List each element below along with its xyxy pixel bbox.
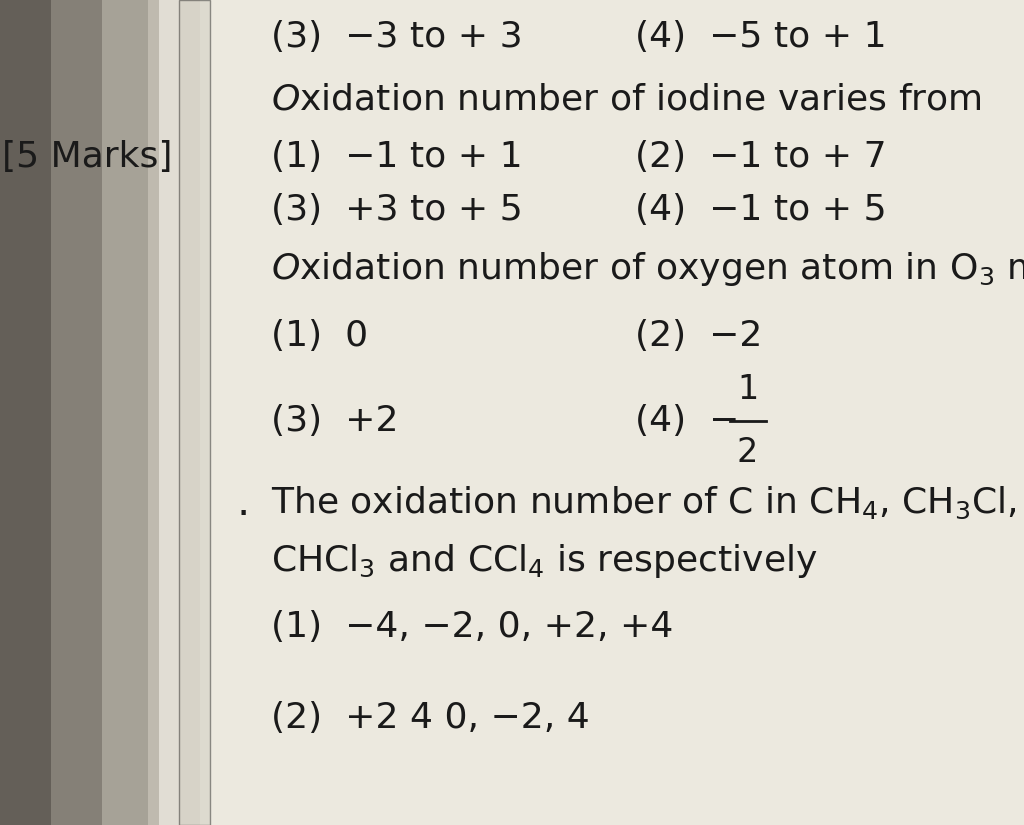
Text: [5 Marks]: [5 Marks] xyxy=(2,139,172,174)
Bar xyxy=(102,0,148,825)
Bar xyxy=(0,0,51,825)
Text: 1: 1 xyxy=(737,373,758,406)
Text: (3)  +2: (3) +2 xyxy=(271,403,399,438)
Text: The oxidation number of C in CH$_4$, CH$_3$Cl, C: The oxidation number of C in CH$_4$, CH$… xyxy=(271,485,1024,521)
Text: $\mathit{O}$xidation number of iodine varies from: $\mathit{O}$xidation number of iodine va… xyxy=(271,82,982,116)
Text: (3)  −3 to + 3: (3) −3 to + 3 xyxy=(271,20,523,54)
Text: .: . xyxy=(237,483,249,524)
Text: (4)  −: (4) − xyxy=(635,403,739,438)
FancyBboxPatch shape xyxy=(179,0,210,825)
Text: (3)  +3 to + 5: (3) +3 to + 5 xyxy=(271,193,523,228)
Text: CHCl$_3$ and CCl$_4$ is respectively: CHCl$_3$ and CCl$_4$ is respectively xyxy=(271,542,818,580)
Text: (2)  +2 4 0, −2, 4: (2) +2 4 0, −2, 4 xyxy=(271,700,590,735)
Text: (4)  −5 to + 1: (4) −5 to + 1 xyxy=(635,20,887,54)
Bar xyxy=(51,0,102,825)
Text: (4)  −1 to + 5: (4) −1 to + 5 xyxy=(635,193,887,228)
Bar xyxy=(148,0,200,825)
Text: (1)  −4, −2, 0, +2, +4: (1) −4, −2, 0, +2, +4 xyxy=(271,610,674,644)
Text: (1)  0: (1) 0 xyxy=(271,318,369,353)
Text: $\mathit{O}$xidation number of oxygen atom in O$_3$ molecu: $\mathit{O}$xidation number of oxygen at… xyxy=(271,250,1024,288)
Bar xyxy=(159,0,200,825)
Text: (1)  −1 to + 1: (1) −1 to + 1 xyxy=(271,139,523,174)
FancyBboxPatch shape xyxy=(200,0,1024,825)
Text: 2: 2 xyxy=(737,436,758,469)
Text: (2)  −1 to + 7: (2) −1 to + 7 xyxy=(635,139,887,174)
Text: (2)  −2: (2) −2 xyxy=(635,318,762,353)
